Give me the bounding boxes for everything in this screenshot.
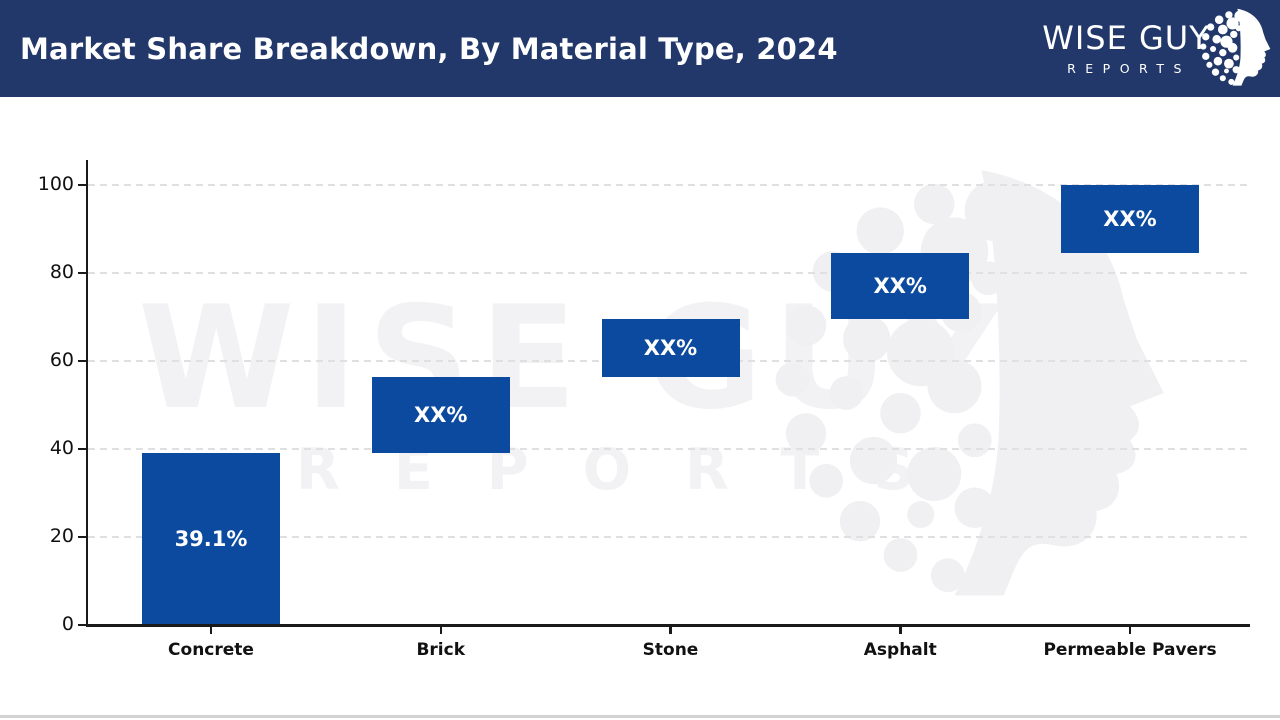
x-axis-line [85, 624, 1250, 627]
page-title: Market Share Breakdown, By Material Type… [20, 31, 838, 66]
y-tick-mark-100 [78, 183, 88, 187]
wiseguy-head-logo-icon [1200, 8, 1271, 86]
bar-value-label-concrete: 39.1% [174, 526, 248, 551]
logo-wordmark: WISE GUY [1042, 19, 1210, 57]
bar-value-label-brick: XX% [414, 403, 468, 428]
y-tick-label-20: 20 [49, 525, 74, 547]
footer-divider [0, 715, 1280, 718]
bar-concrete: 39.1% [142, 452, 280, 625]
y-axis-line [85, 160, 88, 627]
logo-text: WISE GUY REPORTS [1040, 19, 1212, 76]
header-bar: Market Share Breakdown, By Material Type… [0, 0, 1280, 97]
x-tick-mark-concrete [209, 626, 213, 634]
bar-value-label-stone: XX% [643, 336, 698, 361]
y-tick-label-40: 40 [49, 437, 74, 459]
bar-value-label-asphalt: XX% [873, 274, 927, 299]
gridline-100 [88, 184, 1250, 186]
y-tick-label-100: 100 [37, 173, 74, 195]
x-tick-mark-asphalt [899, 626, 902, 634]
bar-permeable-pavers: XX% [1061, 185, 1199, 254]
y-tick-mark-0 [78, 623, 88, 627]
y-tick-mark-20 [78, 535, 88, 539]
bar-value-label-permeable-pavers: XX% [1103, 207, 1157, 232]
y-tick-label-0: 0 [61, 613, 74, 635]
gridline-20 [88, 536, 1250, 538]
x-tick-mark-brick [439, 626, 442, 634]
y-tick-mark-40 [78, 447, 88, 451]
bar-brick: XX% [371, 377, 510, 453]
x-tick-mark-permeable-pavers [1128, 626, 1132, 634]
y-tick-label-80: 80 [49, 261, 74, 283]
y-tick-mark-80 [78, 271, 88, 275]
gridline-40 [88, 448, 1250, 450]
x-tick-label-stone: Stone [642, 640, 699, 660]
x-tick-label-asphalt: Asphalt [863, 640, 937, 660]
y-tick-mark-60 [78, 359, 88, 363]
gridline-80 [88, 272, 1250, 274]
bar-stone: XX% [601, 319, 740, 378]
x-tick-label-brick: Brick [416, 640, 466, 660]
x-tick-label-permeable-pavers: Permeable Pavers [1043, 640, 1217, 660]
y-tick-label-60: 60 [49, 349, 74, 371]
x-tick-label-concrete: Concrete [168, 640, 254, 660]
logo-subtitle: REPORTS [1067, 60, 1191, 76]
bar-asphalt: XX% [831, 253, 970, 320]
x-tick-mark-stone [669, 626, 672, 634]
